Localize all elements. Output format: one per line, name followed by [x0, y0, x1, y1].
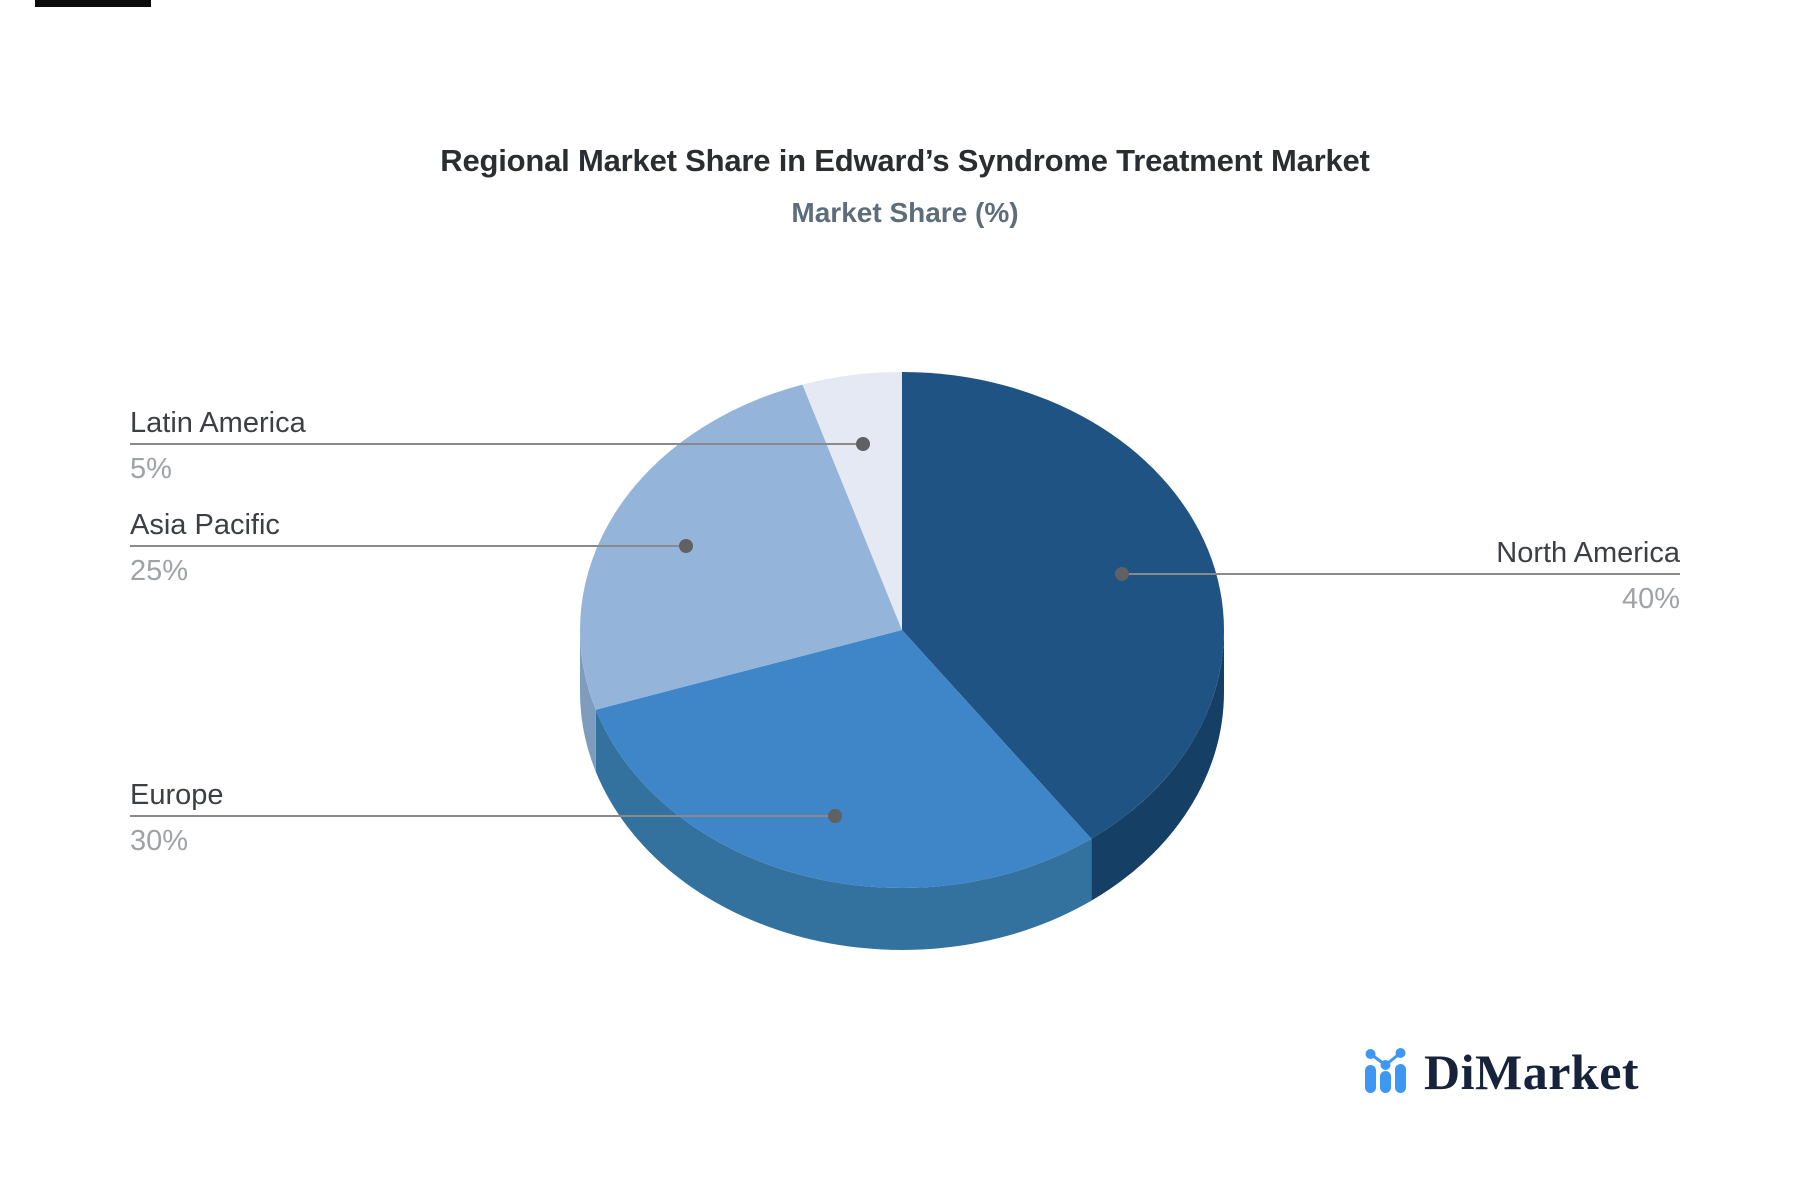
brand-logo: DiMarket	[1358, 1040, 1639, 1104]
pie-slice-side-asia-pacific	[580, 630, 596, 772]
chart-subtitle: Market Share (%)	[791, 197, 1019, 228]
leader-dot-north-america	[1115, 567, 1129, 581]
callout-label: Asia Pacific	[130, 509, 280, 541]
leader-dot-europe	[828, 809, 842, 823]
callout-value: 25%	[130, 555, 189, 587]
callout-label: Europe	[130, 779, 224, 811]
callout-leader-lines	[130, 437, 1680, 823]
callout-label: Latin America	[130, 407, 306, 439]
pie-slice-europe[interactable]	[595, 630, 1092, 888]
bar-chart-logo-icon	[1365, 1048, 1406, 1093]
pie-slice-side-europe	[595, 709, 1092, 950]
leader-dot-latin-america	[856, 437, 870, 451]
callout-value: 30%	[130, 825, 189, 857]
window-edge-mark	[35, 0, 151, 7]
chart-title: Regional Market Share in Edward’s Syndro…	[440, 143, 1370, 178]
pie-slice-latin-america[interactable]	[802, 372, 903, 630]
pie-slice-side-north-america	[1091, 630, 1224, 901]
brand-logo-text: DiMarket	[1424, 1044, 1640, 1100]
pie-slice-asia-pacific[interactable]	[580, 384, 902, 710]
leader-dot-asia-pacific	[679, 539, 693, 553]
pie-slice-north-america[interactable]	[902, 372, 1224, 839]
callout-value: 5%	[130, 453, 172, 485]
pie-slices	[580, 372, 1224, 950]
callout-value: 40%	[1621, 583, 1680, 615]
callout-label: North America	[1496, 537, 1680, 569]
